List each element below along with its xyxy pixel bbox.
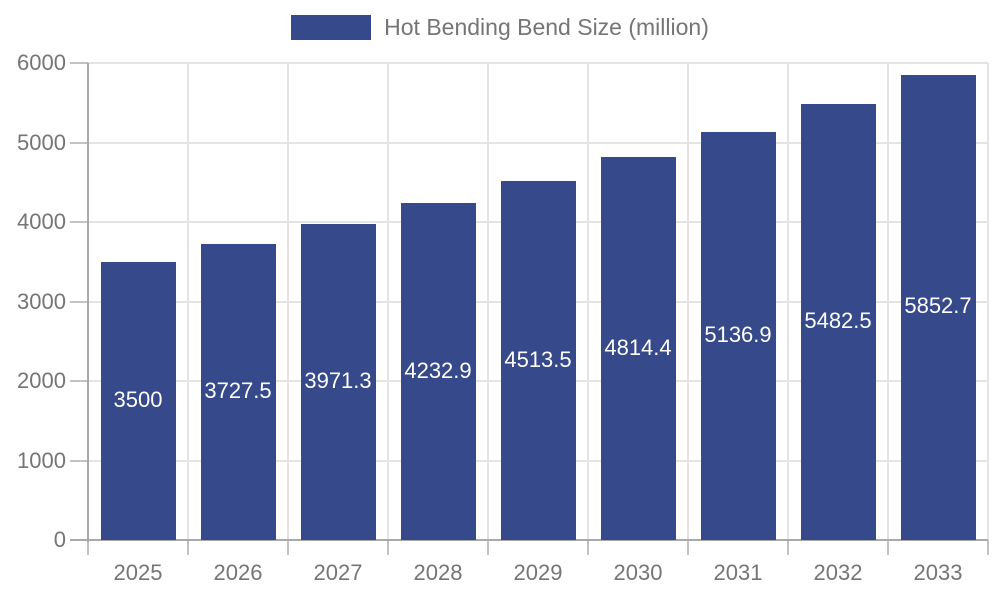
x-tick-label: 2029 [513, 560, 563, 585]
bar-value-label: 5852.7 [904, 293, 972, 319]
bar [100, 261, 176, 540]
x-tick-label: 2027 [313, 560, 363, 585]
y-tick-label: 4000 [17, 209, 66, 234]
bar-value-label: 3971.3 [304, 368, 372, 394]
x-axis-tick [987, 540, 989, 555]
y-tick-label: 2000 [17, 368, 66, 393]
x-axis-tick [87, 540, 89, 555]
bar [600, 157, 676, 540]
gridline-vertical [587, 63, 589, 540]
y-axis-tick [70, 141, 88, 144]
y-tick-label: 0 [53, 527, 66, 552]
x-tick-label: 2033 [913, 560, 963, 585]
bar [700, 131, 776, 540]
gridline-vertical [887, 63, 889, 540]
bar-value-label: 5482.5 [804, 308, 872, 334]
gridline-horizontal [88, 62, 988, 64]
bar-value-label: 4814.4 [604, 334, 672, 360]
x-axis-tick [187, 540, 189, 555]
y-axis-tick [70, 300, 88, 303]
bar-value-label: 4513.5 [504, 346, 572, 372]
x-axis-tick [887, 540, 889, 555]
bar-value-label: 4232.9 [404, 357, 472, 383]
x-tick-label: 2026 [213, 560, 263, 585]
bar [300, 224, 376, 540]
gridline-vertical [287, 63, 289, 540]
gridline-vertical [987, 63, 989, 540]
y-tick-label: 6000 [17, 50, 66, 75]
y-axis-tick [70, 380, 88, 382]
y-axis-tick [70, 459, 88, 462]
gridline-vertical [687, 63, 689, 540]
gridline-vertical [187, 63, 189, 540]
bar-value-label: 3500 [113, 386, 163, 412]
legend-swatch [291, 15, 372, 40]
bar-value-label: 5136.9 [704, 321, 772, 347]
x-axis-tick [287, 540, 289, 555]
legend-label: Hot Bending Bend Size (million) [384, 14, 709, 40]
y-axis-line [87, 63, 89, 542]
legend: Hot Bending Bend Size (million) [0, 15, 1000, 40]
bar [400, 203, 476, 540]
bar [900, 74, 976, 540]
y-tick-label: 5000 [17, 129, 66, 155]
gridline-vertical [787, 63, 789, 540]
x-axis-tick [687, 540, 689, 555]
bar [800, 104, 876, 540]
y-axis-tick [70, 221, 88, 223]
y-tick-label: 1000 [17, 447, 66, 473]
x-axis-line [70, 539, 988, 541]
x-axis-tick [587, 540, 589, 555]
x-tick-label: 2030 [613, 560, 663, 585]
y-axis-tick [70, 62, 88, 64]
x-axis-tick [787, 540, 789, 555]
x-axis-tick [487, 540, 489, 555]
gridline-vertical [487, 63, 489, 540]
y-tick-label: 3000 [17, 288, 66, 314]
bar [500, 181, 576, 540]
gridline-horizontal [88, 141, 988, 144]
x-tick-label: 2025 [113, 560, 163, 585]
x-tick-label: 2032 [813, 560, 863, 585]
x-axis-tick [387, 540, 389, 555]
bar-value-label: 3727.5 [204, 377, 272, 403]
bar [200, 243, 276, 540]
x-tick-label: 2028 [413, 560, 463, 585]
x-tick-label: 2031 [713, 560, 763, 585]
gridline-vertical [387, 63, 389, 540]
